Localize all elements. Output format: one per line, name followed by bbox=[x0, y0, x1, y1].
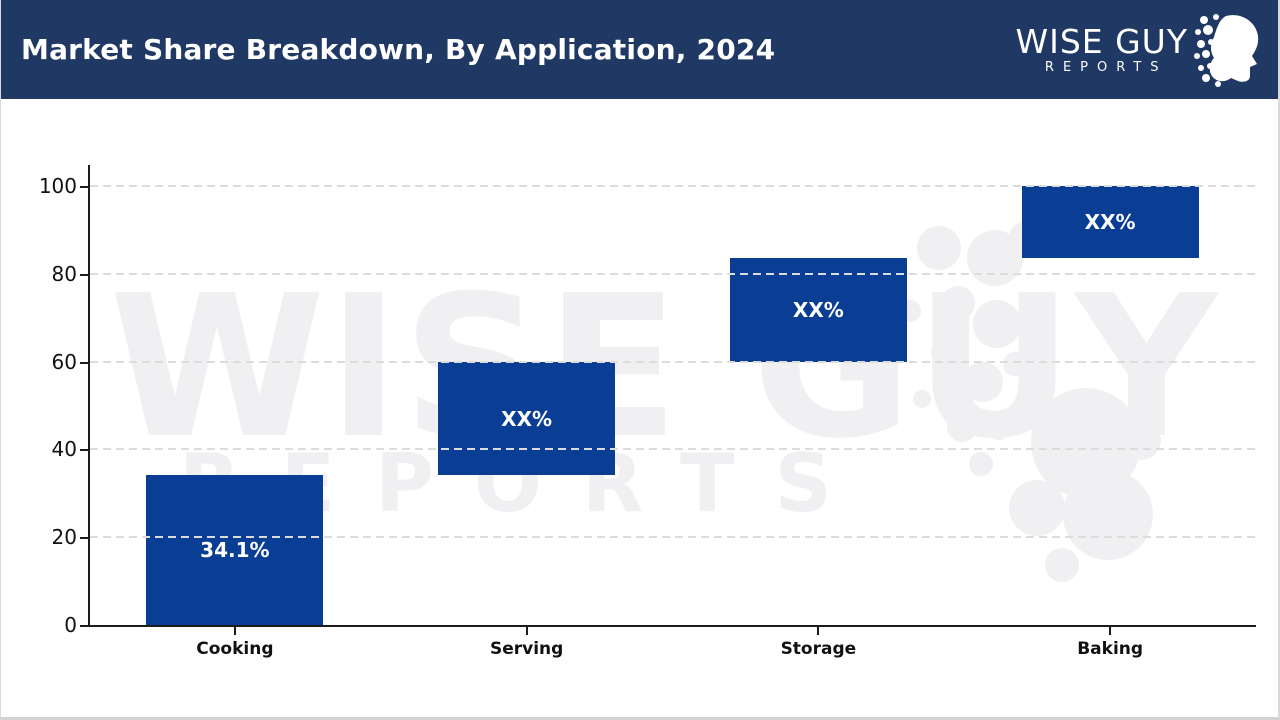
gridline-100 bbox=[90, 185, 1256, 187]
y-axis-line bbox=[88, 165, 90, 627]
bar-serving bbox=[438, 362, 616, 476]
x-tick-mark bbox=[233, 627, 236, 635]
x-tick-mark bbox=[1109, 627, 1112, 635]
y-tick-mark bbox=[80, 449, 88, 452]
y-tick-label: 0 bbox=[64, 613, 77, 637]
y-tick-mark bbox=[80, 625, 88, 627]
y-tick-label: 80 bbox=[51, 261, 77, 286]
bar-value-label: XX% bbox=[1084, 209, 1136, 234]
x-tick-mark bbox=[525, 627, 528, 635]
x-category-label-baking: Baking bbox=[1077, 639, 1144, 659]
bar-value-label: XX% bbox=[501, 406, 553, 431]
y-tick-label: 60 bbox=[51, 349, 77, 374]
bar-cooking bbox=[146, 475, 324, 625]
logo-subtitle: REPORTS bbox=[1044, 60, 1168, 75]
y-tick-mark bbox=[80, 537, 88, 540]
gridline-60 bbox=[90, 360, 1256, 363]
bar-value-label: 34.1% bbox=[200, 538, 270, 563]
x-category-label-cooking: Cooking bbox=[196, 639, 274, 659]
y-tick-label: 100 bbox=[38, 174, 77, 198]
gridline-80 bbox=[90, 272, 1256, 275]
wise-guy-logo: WISE GUY REPORTS bbox=[1015, 10, 1264, 90]
face-profile-icon bbox=[1194, 13, 1259, 87]
bar-value-label: XX% bbox=[792, 298, 844, 323]
logo-wordmark: WISE GUY bbox=[1015, 22, 1188, 61]
x-tick-mark bbox=[817, 627, 820, 635]
y-tick-mark bbox=[80, 361, 88, 364]
y-tick-label: 20 bbox=[51, 525, 77, 550]
y-tick-mark bbox=[80, 273, 88, 276]
x-category-label-storage: Storage bbox=[780, 639, 857, 659]
logo-text: WISE GUY REPORTS bbox=[1015, 25, 1188, 74]
x-category-label-serving: Serving bbox=[489, 639, 564, 659]
chart-title: Market Share Breakdown, By Application, … bbox=[21, 33, 776, 66]
x-axis-line bbox=[88, 625, 1256, 627]
gridline-20 bbox=[90, 536, 1256, 539]
bar-storage bbox=[729, 257, 907, 363]
gridline-40 bbox=[90, 448, 1256, 451]
bar-baking bbox=[1021, 186, 1199, 258]
y-tick-label: 40 bbox=[51, 437, 77, 462]
y-tick-mark bbox=[80, 186, 88, 188]
header-band: Market Share Breakdown, By Application, … bbox=[1, 0, 1278, 99]
